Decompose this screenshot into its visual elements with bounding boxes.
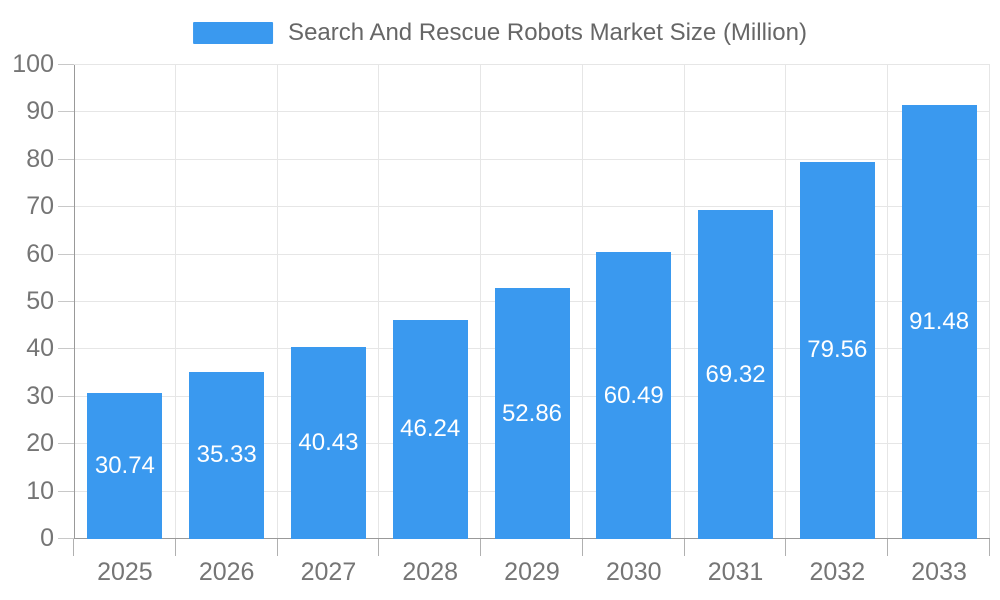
bar-value-label: 69.32 [705, 360, 766, 388]
x-axis-tick [683, 539, 685, 556]
y-axis-tick-label: 80 [26, 144, 54, 173]
y-gridline [74, 158, 990, 160]
legend-label: Search And Rescue Robots Market Size (Mi… [288, 19, 807, 46]
x-gridline [989, 65, 990, 539]
y-axis-tick [58, 111, 74, 113]
legend-swatch[interactable] [193, 22, 274, 44]
x-axis-category-label: 2032 [809, 558, 866, 586]
y-axis-tick-label: 10 [26, 476, 54, 505]
x-gridline [174, 65, 176, 539]
y-axis-tick [58, 206, 74, 208]
bar-value-label: 30.74 [94, 452, 155, 480]
y-axis-tick [58, 158, 74, 160]
x-axis-category-label: 2031 [707, 558, 764, 586]
x-gridline [683, 65, 685, 539]
y-axis-tick [58, 348, 74, 350]
x-axis-tick [581, 539, 583, 556]
x-axis-category-label: 2026 [198, 558, 255, 586]
x-axis-tick [989, 539, 990, 556]
bar[interactable] [87, 393, 163, 539]
x-gridline [581, 65, 583, 539]
x-axis-category-label: 2029 [504, 558, 560, 586]
x-axis-category-label: 2028 [402, 558, 459, 586]
bar[interactable] [596, 252, 672, 539]
y-axis-tick-label: 0 [40, 524, 54, 552]
bar-value-label: 46.24 [400, 415, 461, 443]
y-axis-line [74, 65, 75, 539]
x-axis-tick [73, 539, 74, 556]
y-axis-tick-label: 40 [26, 334, 54, 363]
x-axis-tick [480, 539, 482, 556]
x-axis-category-label: 2025 [97, 558, 153, 586]
x-axis-tick [276, 539, 278, 556]
y-axis-tick [58, 395, 74, 397]
x-gridline [378, 65, 380, 539]
y-axis-tick-label: 20 [26, 429, 54, 458]
y-gridline [74, 111, 990, 113]
legend-item[interactable]: Search And Rescue Robots Market Size (Mi… [193, 19, 807, 47]
x-axis-category-label: 2027 [300, 558, 357, 586]
y-axis-tick-label: 50 [26, 287, 54, 315]
bar[interactable] [392, 319, 468, 539]
bar[interactable] [189, 371, 265, 539]
bar-value-label: 40.43 [298, 429, 359, 457]
x-gridline [887, 65, 889, 539]
bar-value-label: 35.33 [196, 441, 257, 469]
y-axis-tick [58, 64, 74, 65]
y-axis-tick-label: 30 [26, 381, 54, 410]
y-axis-tick [58, 538, 74, 539]
y-axis-tick [58, 301, 74, 302]
bar-value-label: 60.49 [603, 381, 664, 409]
bar[interactable] [290, 347, 366, 539]
x-axis-tick [785, 539, 787, 556]
bar[interactable] [494, 288, 570, 539]
y-gridline [74, 206, 990, 208]
bar[interactable] [698, 210, 774, 539]
bar-value-label: 91.48 [909, 308, 970, 336]
y-axis-tick-label: 100 [12, 50, 54, 78]
x-axis-tick [174, 539, 176, 556]
y-gridline [74, 64, 990, 65]
x-axis-category-label: 2033 [911, 558, 967, 586]
bar[interactable] [901, 105, 977, 539]
x-axis-tick [887, 539, 889, 556]
x-gridline [480, 65, 482, 539]
x-axis-tick [378, 539, 380, 556]
y-axis-tick [58, 490, 74, 492]
bar[interactable] [799, 161, 875, 539]
y-axis-tick-label: 70 [26, 192, 54, 221]
y-axis-tick-label: 90 [26, 97, 54, 126]
x-gridline [785, 65, 787, 539]
y-axis-tick-label: 60 [26, 239, 54, 268]
y-axis-tick [58, 443, 74, 445]
y-axis-tick [58, 253, 74, 255]
x-axis-category-label: 2030 [605, 558, 662, 586]
bar-value-label: 79.56 [807, 336, 868, 364]
x-gridline [276, 65, 278, 539]
bar-value-label: 52.86 [501, 399, 563, 427]
y-gridline [74, 253, 990, 255]
